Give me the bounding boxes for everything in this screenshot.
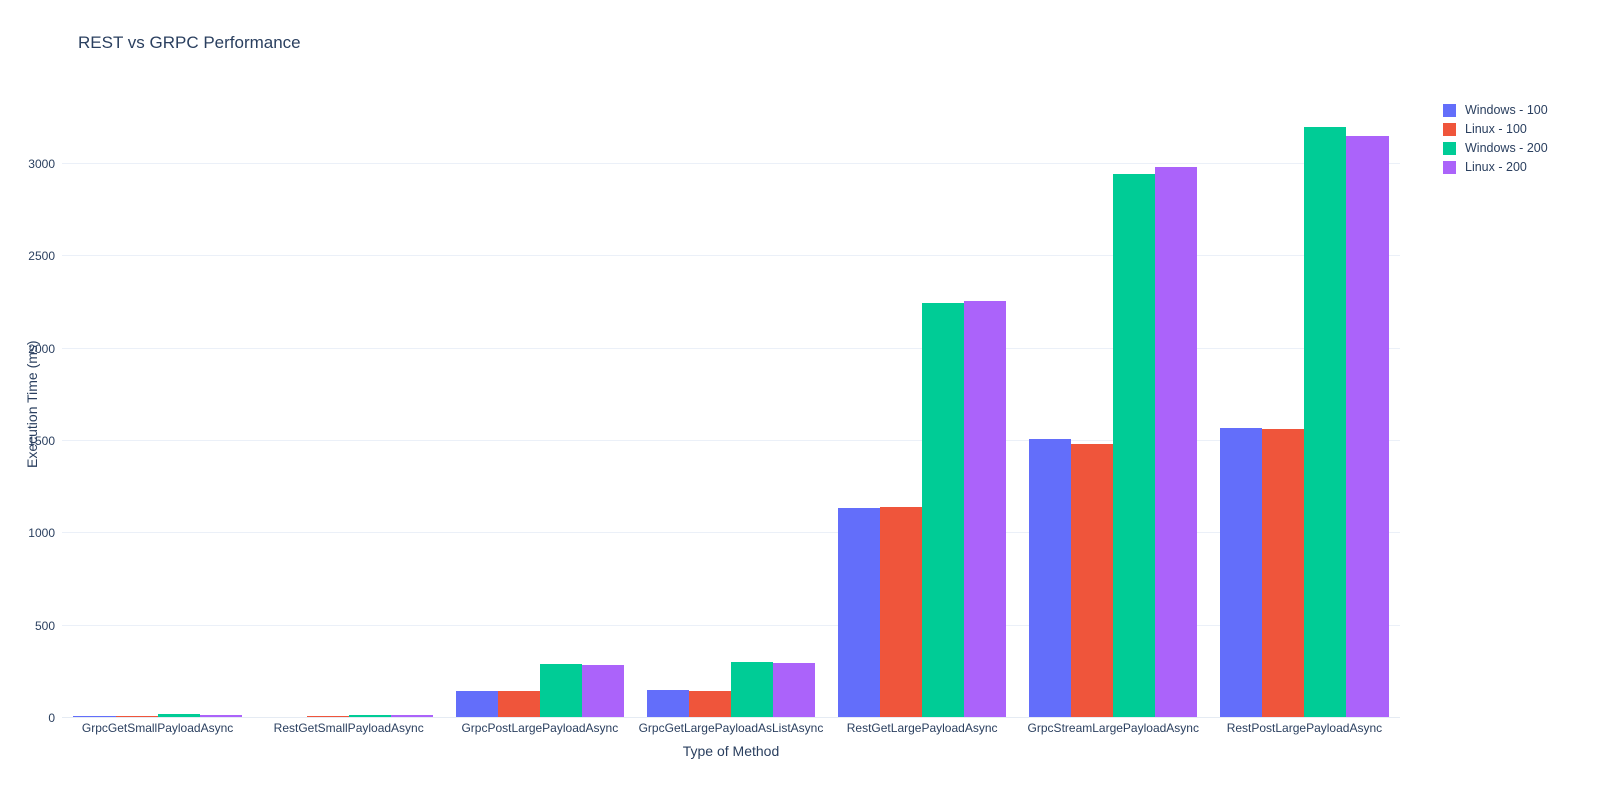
bar-linux-200[interactable]	[773, 662, 816, 718]
y-tick-label: 2000	[28, 341, 55, 356]
bar-group: RestGetSmallPayloadAsync	[253, 90, 444, 735]
gridline	[62, 347, 1400, 349]
y-tick-label: 1000	[28, 526, 55, 541]
x-axis-line	[62, 717, 1400, 718]
gridline	[62, 439, 1400, 441]
bar-linux-200[interactable]	[1346, 136, 1389, 718]
legend-label: Linux - 100	[1465, 122, 1527, 136]
x-tick-label: GrpcGetSmallPayloadAsync	[81, 721, 234, 735]
bar-windows-100[interactable]	[646, 690, 689, 718]
bar-groups: GrpcGetSmallPayloadAsync RestGetSmallPayl…	[62, 90, 1400, 735]
bar-windows-200[interactable]	[922, 303, 965, 718]
bar-linux-200[interactable]	[964, 300, 1007, 718]
bar-group: RestPostLargePayloadAsync	[1209, 90, 1400, 735]
y-tick-label: 500	[34, 618, 55, 633]
bar-group: GrpcPostLargePayloadAsync	[444, 90, 635, 735]
gridline	[62, 624, 1400, 626]
bar-windows-200[interactable]	[1113, 174, 1156, 718]
legend-item[interactable]: Linux - 100	[1443, 122, 1548, 136]
x-tick-label: RestGetLargePayloadAsync	[846, 721, 998, 735]
legend-swatch-icon	[1443, 160, 1456, 174]
bar-windows-100[interactable]	[1029, 439, 1072, 718]
bar-windows-200[interactable]	[348, 714, 391, 718]
chart-title: REST vs GRPC Performance	[78, 33, 301, 52]
legend-label: Linux - 200	[1465, 160, 1527, 174]
x-tick-label: RestPostLargePayloadAsync	[1226, 721, 1383, 735]
bar-linux-100[interactable]	[1262, 428, 1305, 718]
bar-windows-200[interactable]	[157, 714, 200, 718]
bar-windows-100[interactable]	[1220, 428, 1263, 718]
y-tick-label: 3000	[28, 156, 55, 171]
legend-label: Windows - 100	[1465, 103, 1548, 117]
bar-windows-100[interactable]	[838, 508, 881, 718]
gridline	[62, 162, 1400, 164]
legend-swatch-icon	[1443, 141, 1456, 155]
bar-windows-200[interactable]	[539, 664, 582, 718]
bar-linux-100[interactable]	[880, 506, 923, 718]
x-tick-label: GrpcStreamLargePayloadAsync	[1027, 721, 1199, 735]
bar-group: GrpcGetSmallPayloadAsync	[62, 90, 253, 735]
x-axis-title: Type of Method	[682, 743, 780, 759]
gridline	[62, 255, 1400, 257]
legend-item[interactable]: Linux - 200	[1443, 160, 1548, 174]
legend-item[interactable]: Windows - 100	[1443, 103, 1548, 117]
bar-linux-200[interactable]	[1155, 166, 1198, 718]
plot-area: 0 500 1000 1500 2000 2500 3000 GrpcGetSmallPayl…	[28, 90, 1400, 735]
bar-group: GrpcGetLargePayloadAsListAsync	[635, 90, 826, 735]
bar-windows-200[interactable]	[1304, 126, 1347, 718]
y-tick-label: 0	[48, 711, 55, 725]
bar-windows-200[interactable]	[730, 662, 774, 718]
bar-group: GrpcStreamLargePayloadAsync	[1018, 90, 1209, 735]
legend: Windows - 100 Linux - 100 Windows - 200 Lin…	[1443, 103, 1548, 174]
y-tick-label: 1500	[28, 433, 55, 448]
bar-linux-100[interactable]	[688, 690, 731, 718]
bar-linux-200[interactable]	[199, 714, 242, 718]
bar-windows-100[interactable]	[455, 691, 498, 718]
bar-linux-200[interactable]	[390, 714, 433, 718]
legend-swatch-icon	[1443, 103, 1456, 117]
legend-swatch-icon	[1443, 122, 1456, 136]
x-tick-label: GrpcGetLargePayloadAsListAsync	[638, 721, 824, 735]
bar-linux-100[interactable]	[497, 690, 540, 718]
legend-label: Windows - 200	[1465, 141, 1548, 155]
x-tick-label: RestGetSmallPayloadAsync	[273, 721, 424, 735]
legend-item[interactable]: Windows - 200	[1443, 141, 1548, 155]
gridline	[62, 532, 1400, 534]
y-tick-label: 2500	[28, 249, 55, 264]
bar-linux-200[interactable]	[581, 664, 624, 718]
x-tick-label: GrpcPostLargePayloadAsync	[461, 721, 619, 735]
bar-group: RestGetLargePayloadAsync	[827, 90, 1018, 735]
bar-linux-100[interactable]	[1071, 443, 1114, 718]
